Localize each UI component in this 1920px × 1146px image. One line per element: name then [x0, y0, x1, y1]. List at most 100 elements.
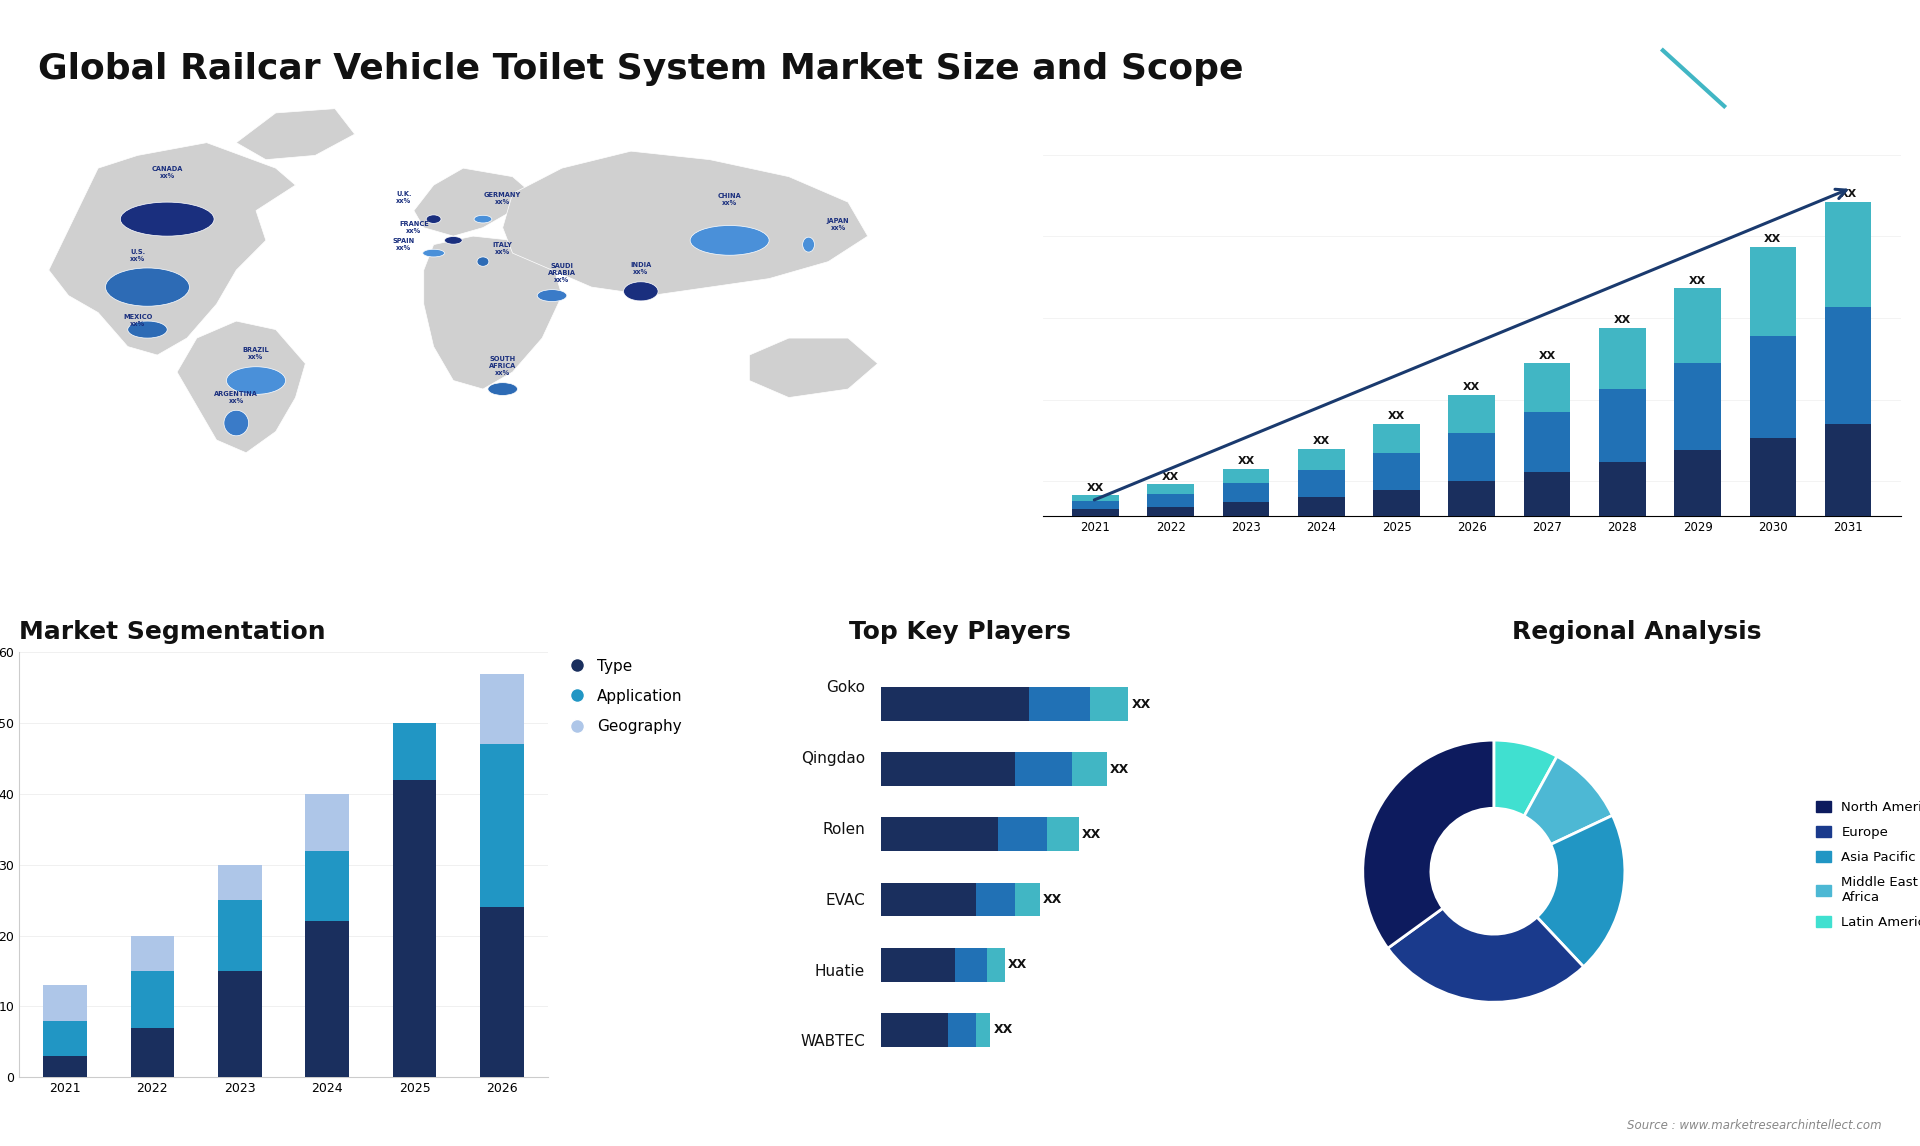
Bar [1148, 484, 1194, 494]
Bar [219, 901, 261, 971]
Bar [1824, 307, 1872, 424]
Bar [219, 865, 261, 901]
Text: CHINA
xx%: CHINA xx% [718, 194, 741, 206]
Bar [1298, 496, 1344, 517]
Bar [1448, 433, 1496, 481]
Polygon shape [48, 142, 296, 355]
Bar [1298, 449, 1344, 470]
Polygon shape [503, 151, 868, 296]
Bar [131, 1028, 175, 1077]
Ellipse shape [624, 282, 659, 301]
Bar [44, 1055, 86, 1077]
Text: MEXICO
xx%: MEXICO xx% [123, 314, 152, 328]
Bar [305, 794, 349, 850]
Ellipse shape [488, 383, 518, 395]
Bar [131, 971, 175, 1028]
Text: XX: XX [1087, 482, 1104, 493]
Bar [1373, 424, 1421, 453]
Text: XX: XX [1162, 472, 1179, 481]
Text: XX: XX [1613, 315, 1630, 325]
Bar [394, 723, 436, 780]
Text: CANADA
xx%: CANADA xx% [152, 166, 182, 179]
Polygon shape [749, 338, 877, 398]
Polygon shape [424, 236, 563, 388]
Bar [1148, 494, 1194, 507]
Bar [1749, 336, 1797, 438]
Text: RESEARCH: RESEARCH [1747, 73, 1805, 84]
Text: MARKET: MARKET [1747, 49, 1791, 60]
Text: XX: XX [1764, 235, 1782, 244]
Bar [1599, 462, 1645, 517]
Text: INTELLECT: INTELLECT [1747, 99, 1805, 109]
Bar [1824, 202, 1872, 307]
Bar [1373, 489, 1421, 517]
Text: INDIA
xx%: INDIA xx% [630, 262, 651, 275]
Bar [1674, 289, 1720, 363]
Bar [480, 908, 524, 1077]
Bar [1824, 424, 1872, 517]
Text: XX: XX [1839, 189, 1857, 199]
Ellipse shape [426, 215, 442, 223]
Polygon shape [1626, 50, 1697, 107]
Text: EVAC: EVAC [826, 893, 864, 908]
Bar [1298, 470, 1344, 496]
Text: U.S.
xx%: U.S. xx% [131, 249, 146, 261]
Bar [1373, 453, 1421, 489]
Bar [1524, 413, 1571, 472]
Legend: North America, Europe, Asia Pacific, Middle East &
Africa, Latin America: North America, Europe, Asia Pacific, Mid… [1811, 795, 1920, 934]
Bar [1448, 481, 1496, 517]
Text: XX: XX [1388, 411, 1405, 421]
Ellipse shape [106, 268, 190, 306]
Polygon shape [177, 321, 305, 453]
Text: U.K.
xx%: U.K. xx% [396, 191, 411, 204]
Ellipse shape [474, 215, 492, 223]
Ellipse shape [225, 410, 248, 435]
Legend: Type, Application, Geography: Type, Application, Geography [564, 652, 689, 740]
Polygon shape [236, 109, 355, 159]
Text: XX: XX [1538, 351, 1555, 361]
Text: ITALY
xx%: ITALY xx% [493, 242, 513, 254]
Text: Goko: Goko [826, 681, 864, 696]
Ellipse shape [689, 226, 770, 256]
Title: Top Key Players: Top Key Players [849, 620, 1071, 644]
Polygon shape [1682, 76, 1724, 107]
Text: GERMANY
xx%: GERMANY xx% [484, 191, 522, 205]
Text: Qingdao: Qingdao [801, 751, 864, 767]
Ellipse shape [129, 321, 167, 338]
Text: BRAZIL
xx%: BRAZIL xx% [242, 347, 269, 360]
Ellipse shape [422, 250, 444, 257]
Bar [394, 780, 436, 1077]
Polygon shape [415, 168, 532, 236]
Bar [1223, 469, 1269, 484]
Bar [219, 971, 261, 1077]
Text: ARGENTINA
xx%: ARGENTINA xx% [215, 391, 257, 403]
Bar [1524, 363, 1571, 413]
Text: Global Railcar Vehicle Toilet System Market Size and Scope: Global Railcar Vehicle Toilet System Mar… [38, 52, 1244, 86]
Bar [480, 745, 524, 908]
Text: WABTEC: WABTEC [801, 1035, 864, 1050]
Bar [305, 850, 349, 921]
Text: Market Segmentation: Market Segmentation [19, 620, 326, 644]
Text: XX: XX [1236, 456, 1254, 466]
Text: XX: XX [1690, 276, 1707, 286]
Text: Rolen: Rolen [822, 822, 864, 837]
Bar [1674, 363, 1720, 449]
Bar [44, 1021, 86, 1055]
Bar [1223, 502, 1269, 517]
Ellipse shape [538, 290, 566, 301]
Bar [1071, 495, 1119, 501]
Text: XX: XX [1463, 383, 1480, 392]
Text: SPAIN
xx%: SPAIN xx% [394, 238, 415, 251]
Bar [1599, 390, 1645, 462]
Bar [131, 935, 175, 971]
Text: FRANCE
xx%: FRANCE xx% [399, 221, 428, 235]
Bar [1524, 472, 1571, 517]
Bar [1599, 328, 1645, 390]
Bar [1674, 449, 1720, 517]
Title: Regional Analysis: Regional Analysis [1511, 620, 1761, 644]
Ellipse shape [476, 257, 490, 266]
Text: XX: XX [1313, 437, 1331, 447]
Bar [1749, 438, 1797, 517]
Bar [1448, 394, 1496, 433]
Ellipse shape [803, 237, 814, 252]
